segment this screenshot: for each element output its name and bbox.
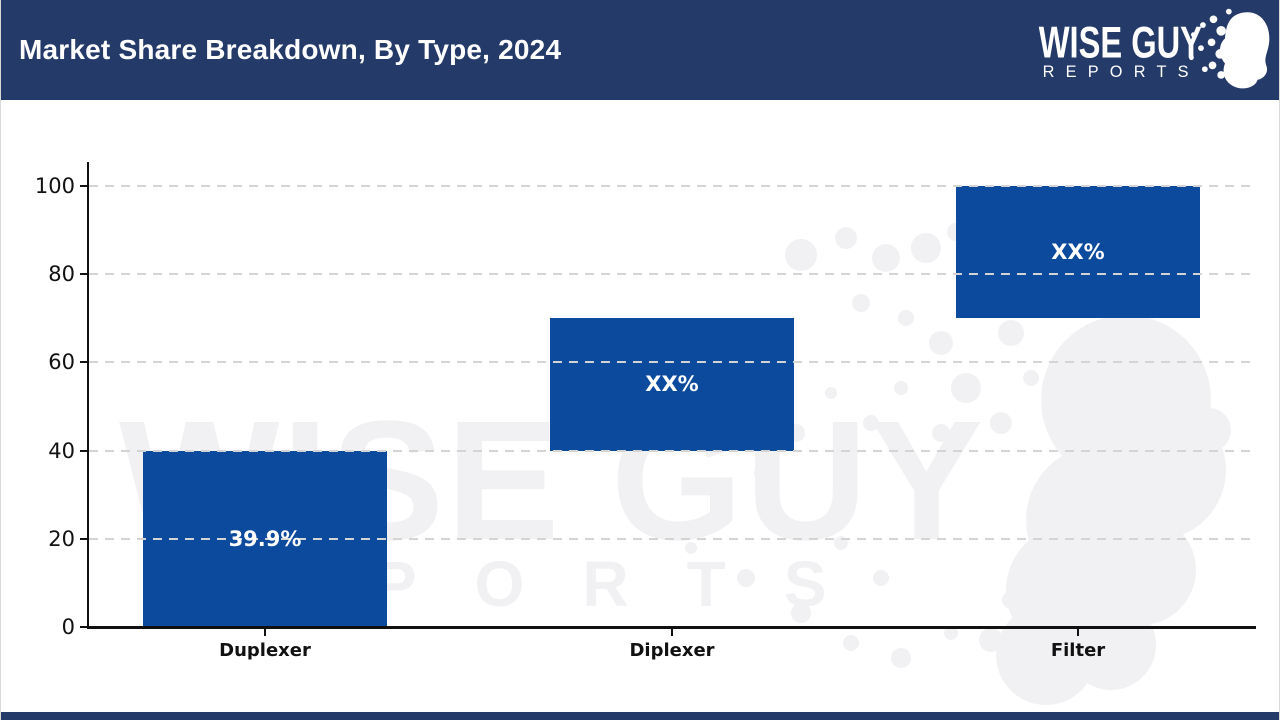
watermark-face-icon [685,223,1231,705]
y-tick-40 [80,449,88,452]
x-category-label-diplexer: Diplexer [629,640,715,661]
bar-diplexer [550,318,794,451]
y-tick-label-20: 20 [48,526,75,551]
x-category-label-filter: Filter [1050,640,1106,661]
wiseguy-face-icon [1189,8,1270,89]
x-tick-filter [1077,628,1079,636]
x-category-label-duplexer: Duplexer [219,640,311,661]
header-bar: Market Share Breakdown, By Type, 2024 WI… [1,0,1279,100]
y-tick-0 [80,626,88,628]
y-tick-100 [80,185,88,187]
y-tick-label-60: 60 [48,350,75,375]
x-tick-duplexer [264,628,266,636]
chart-title: Market Share Breakdown, By Type, 2024 [19,34,562,65]
y-tick-80 [80,273,88,276]
y-tick-label-40: 40 [48,438,75,463]
bar-filter [956,186,1200,319]
y-tick-20 [80,537,88,540]
footer-bar [1,712,1279,720]
x-tick-diplexer [671,628,673,636]
y-tick-label-0: 0 [61,615,75,639]
x-axis-line [87,626,1256,629]
y-tick-label-100: 100 [34,174,75,198]
bar-duplexer [143,451,387,627]
y-tick-60 [80,361,88,364]
brand-logo: WISE GUY REPORTS [1039,8,1270,89]
y-tick-label-80: 80 [48,262,75,287]
logo-wordmark: WISE GUY [1039,19,1202,68]
chart-plot-area: WISE GUY REPORTS [1,100,1279,713]
y-axis-line [87,162,89,629]
